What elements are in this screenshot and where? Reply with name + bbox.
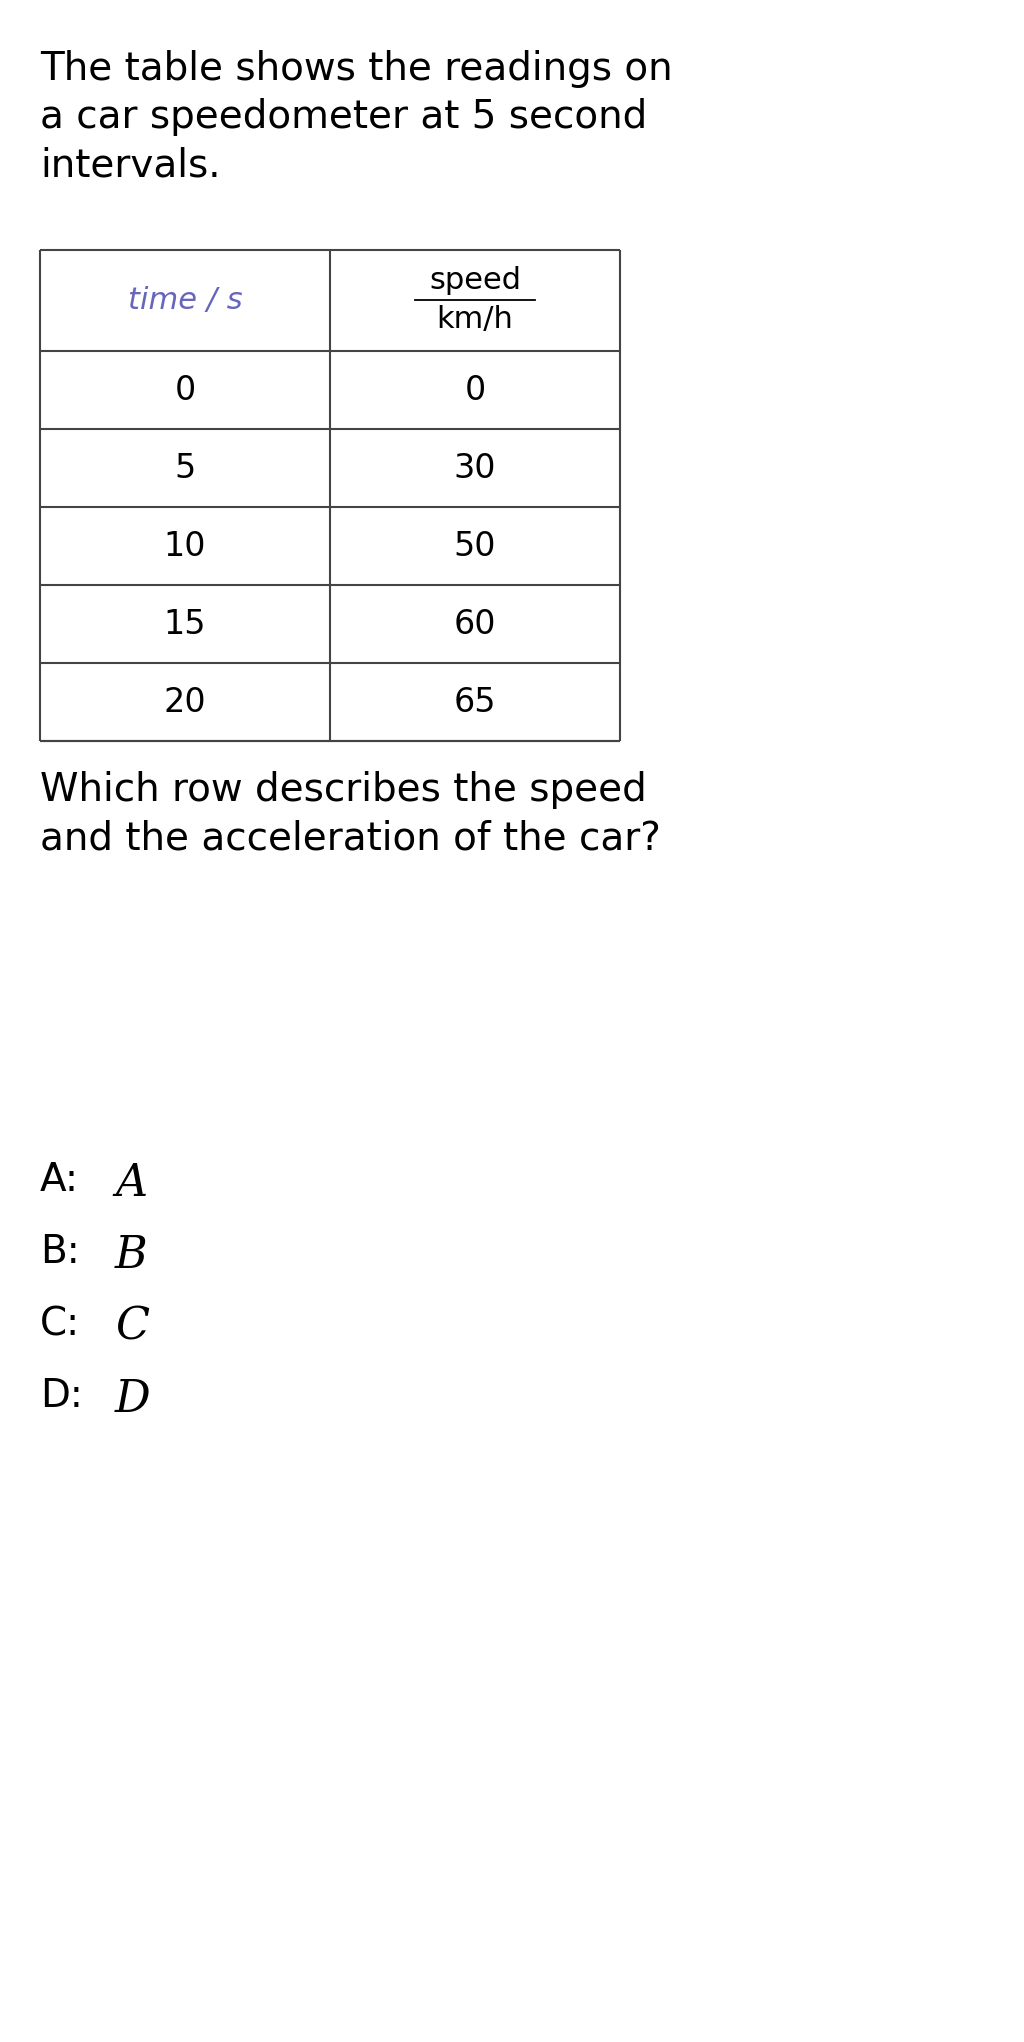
Text: time / s: time / s xyxy=(128,286,243,314)
Text: 0: 0 xyxy=(174,374,196,406)
Text: km/h: km/h xyxy=(436,304,513,333)
Text: B: B xyxy=(115,1233,147,1276)
Text: 60: 60 xyxy=(454,609,497,641)
Text: 15: 15 xyxy=(164,609,206,641)
Text: C:: C: xyxy=(40,1305,80,1344)
Text: speed: speed xyxy=(429,265,521,294)
Text: 0: 0 xyxy=(464,374,485,406)
Text: Which row describes the speed
and the acceleration of the car?: Which row describes the speed and the ac… xyxy=(40,772,660,858)
Text: 65: 65 xyxy=(454,686,497,719)
Text: 50: 50 xyxy=(454,531,497,564)
Text: 20: 20 xyxy=(164,686,206,719)
Text: D: D xyxy=(115,1378,151,1421)
Text: A:: A: xyxy=(40,1162,79,1199)
Text: 10: 10 xyxy=(164,531,206,564)
Text: The table shows the readings on
a car speedometer at 5 second
intervals.: The table shows the readings on a car sp… xyxy=(40,49,673,186)
Text: A: A xyxy=(115,1162,147,1205)
Text: 30: 30 xyxy=(454,451,497,484)
Text: B:: B: xyxy=(40,1233,80,1272)
Text: 5: 5 xyxy=(174,451,196,484)
Text: D:: D: xyxy=(40,1378,83,1415)
Text: C: C xyxy=(115,1305,150,1348)
